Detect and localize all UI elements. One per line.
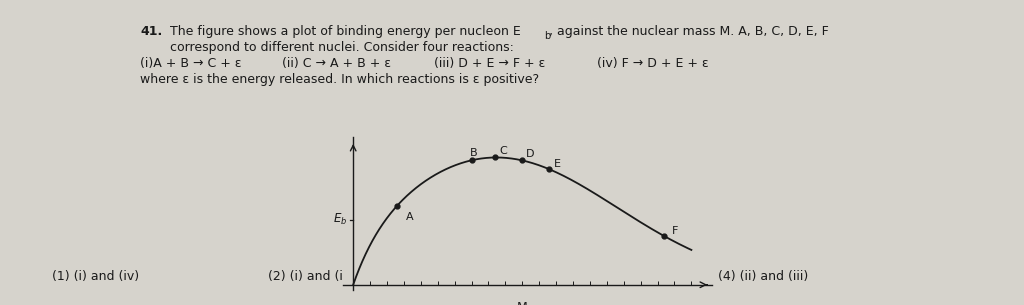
Text: 41.: 41.: [140, 25, 162, 38]
Text: (iii) D + E → F + ε: (iii) D + E → F + ε: [434, 57, 545, 70]
Text: correspond to different nuclei. Consider four reactions:: correspond to different nuclei. Consider…: [170, 41, 514, 54]
Text: (4) (ii) and (iii): (4) (ii) and (iii): [718, 270, 808, 283]
Text: (2) (i) and (iii): (2) (i) and (iii): [268, 270, 354, 283]
Text: (i)A + B → C + ε: (i)A + B → C + ε: [140, 57, 242, 70]
Text: A: A: [406, 212, 414, 222]
Text: (3) (ii) and (iv): (3) (ii) and (iv): [488, 270, 579, 283]
Text: b: b: [544, 31, 550, 41]
Text: E: E: [553, 159, 560, 169]
Text: $E_b$: $E_b$: [333, 212, 347, 227]
Text: (iv) F → D + E + ε: (iv) F → D + E + ε: [597, 57, 709, 70]
Text: F: F: [672, 226, 678, 236]
Text: D: D: [526, 149, 535, 159]
Text: , against the nuclear mass M. A, B, C, D, E, F: , against the nuclear mass M. A, B, C, D…: [549, 25, 828, 38]
Text: where ε is the energy released. In which reactions is ε positive?: where ε is the energy released. In which…: [140, 73, 539, 86]
Text: The figure shows a plot of binding energy per nucleon E: The figure shows a plot of binding energ…: [170, 25, 521, 38]
Text: (ii) C → A + B + ε: (ii) C → A + B + ε: [282, 57, 391, 70]
Text: C: C: [500, 146, 507, 156]
Text: B: B: [470, 148, 477, 158]
Text: (1) (i) and (iv): (1) (i) and (iv): [52, 270, 139, 283]
Text: M: M: [517, 301, 527, 305]
